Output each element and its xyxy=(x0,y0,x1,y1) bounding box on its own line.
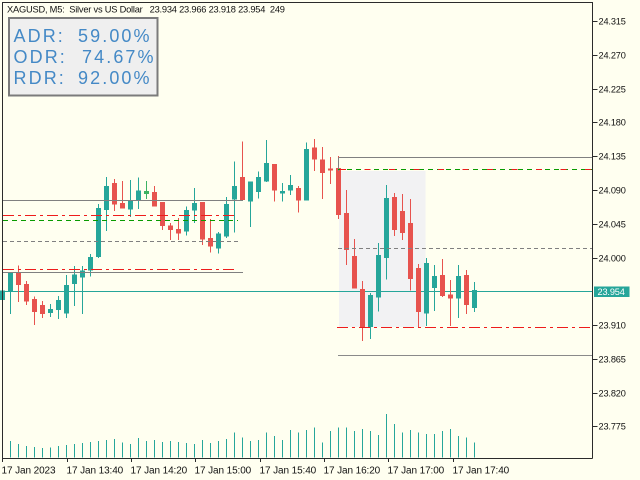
svg-text:ADR:: ADR: xyxy=(14,26,65,46)
svg-text:23.954: 23.954 xyxy=(598,287,625,297)
svg-text:24.180: 24.180 xyxy=(599,118,626,128)
svg-text:24.045: 24.045 xyxy=(599,220,626,230)
svg-text:ODR:: ODR: xyxy=(14,47,67,67)
svg-text:59.00%: 59.00% xyxy=(78,26,152,46)
svg-text:17 Jan 15:00: 17 Jan 15:00 xyxy=(195,466,252,477)
svg-text:24.135: 24.135 xyxy=(599,152,626,162)
svg-text:17 Jan 17:00: 17 Jan 17:00 xyxy=(388,466,445,477)
svg-text:17 Jan 17:40: 17 Jan 17:40 xyxy=(453,466,510,477)
svg-text:17 Jan 15:40: 17 Jan 15:40 xyxy=(260,466,317,477)
svg-text:23.865: 23.865 xyxy=(599,355,626,365)
svg-text:24.090: 24.090 xyxy=(599,186,626,196)
svg-text:24.315: 24.315 xyxy=(599,17,626,27)
svg-text:17 Jan 14:20: 17 Jan 14:20 xyxy=(131,466,188,477)
svg-text:RDR:: RDR: xyxy=(14,68,66,88)
svg-text:24.000: 24.000 xyxy=(599,254,626,264)
svg-text:23.910: 23.910 xyxy=(599,321,626,331)
svg-text:17 Jan 2023: 17 Jan 2023 xyxy=(2,466,56,477)
svg-text:23.820: 23.820 xyxy=(599,389,626,399)
svg-text:24.270: 24.270 xyxy=(599,51,626,61)
svg-text:24.225: 24.225 xyxy=(599,85,626,95)
svg-text:17 Jan 13:40: 17 Jan 13:40 xyxy=(67,466,124,477)
svg-text:XAGUSD, M5: Silver vs US Doll: XAGUSD, M5: Silver vs US Dollar 23.934 2… xyxy=(7,5,285,15)
svg-text:92.00%: 92.00% xyxy=(78,68,152,88)
svg-text:23.775: 23.775 xyxy=(599,422,626,432)
svg-text:17 Jan 16:20: 17 Jan 16:20 xyxy=(324,466,381,477)
svg-text:74.67%: 74.67% xyxy=(82,47,156,67)
